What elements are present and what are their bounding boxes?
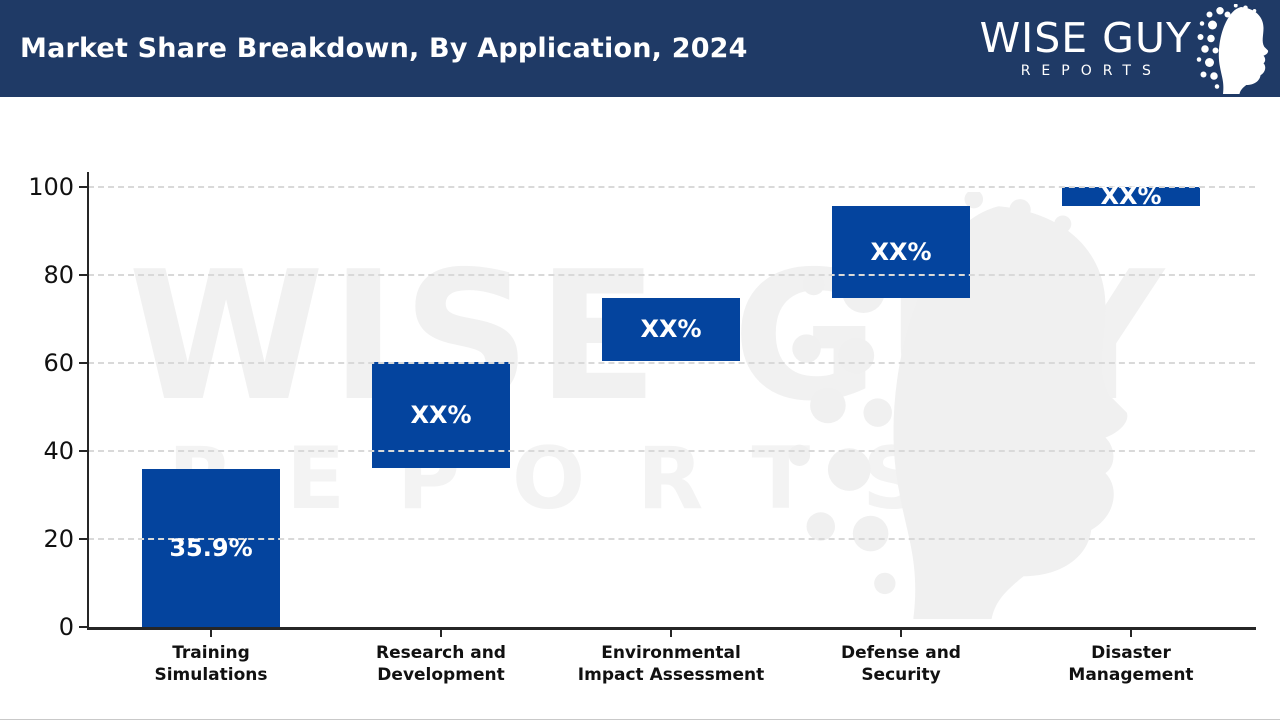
bar-value-label-4: XX% (870, 237, 932, 266)
x-tick-4 (900, 628, 902, 637)
gridline-60 (88, 362, 1255, 364)
x-category-label-3: Environmental Impact Assessment (577, 643, 765, 686)
y-tick-60 (79, 362, 88, 364)
logo-subtitle: REPORTS (1020, 63, 1162, 79)
bar-value-label-3: XX% (640, 315, 702, 344)
bar-value-label-5: XX% (1100, 182, 1162, 211)
y-tick-label-0: 0 (58, 613, 74, 641)
gridline-20 (88, 538, 1255, 540)
y-tick-label-40: 40 (43, 437, 74, 465)
x-tick-5 (1130, 628, 1132, 637)
bar-value-label-1: 35.9% (169, 534, 253, 563)
wiseguy-logo: WISE GUY REPORTS (979, 3, 1270, 94)
x-tick-2 (440, 628, 442, 637)
x-category-label-1: Training Simulations (154, 643, 268, 686)
wiseguy-logo-text: WISE GUY REPORTS (979, 14, 1192, 80)
y-tick-0 (79, 626, 88, 628)
gridline-80 (88, 274, 1255, 276)
gridline-100 (88, 186, 1255, 188)
x-tick-1 (210, 628, 212, 637)
y-tick-label-20: 20 (43, 525, 74, 553)
y-tick-label-80: 80 (43, 261, 74, 289)
x-tick-3 (670, 628, 672, 637)
page-title: Market Share Breakdown, By Application, … (20, 33, 748, 64)
y-tick-20 (79, 538, 88, 540)
bar-5 (1062, 187, 1200, 206)
y-tick-40 (79, 450, 88, 452)
bar-1 (142, 469, 280, 627)
y-tick-100 (79, 186, 88, 188)
y-tick-label-60: 60 (43, 349, 74, 377)
x-axis-line (87, 627, 1256, 630)
y-axis-line (87, 172, 89, 630)
logo-wordmark: WISE GUY (979, 14, 1192, 62)
header-bar: Market Share Breakdown, By Application, … (0, 0, 1280, 97)
y-tick-label-100: 100 (28, 173, 74, 201)
y-tick-80 (79, 274, 88, 276)
bar-value-label-2: XX% (410, 401, 472, 430)
gridline-40 (88, 450, 1255, 452)
x-category-label-4: Defense and Security (841, 643, 961, 686)
x-category-label-5: Disaster Management (1068, 643, 1194, 686)
bar-4 (832, 205, 970, 298)
chart-area: 0 20 40 60 80 100 35.9% Training Simulations XX%… (0, 97, 1280, 720)
wiseguy-face-icon (1196, 3, 1269, 94)
bar-3 (602, 297, 740, 361)
x-category-label-2: Research and Development (376, 643, 506, 686)
